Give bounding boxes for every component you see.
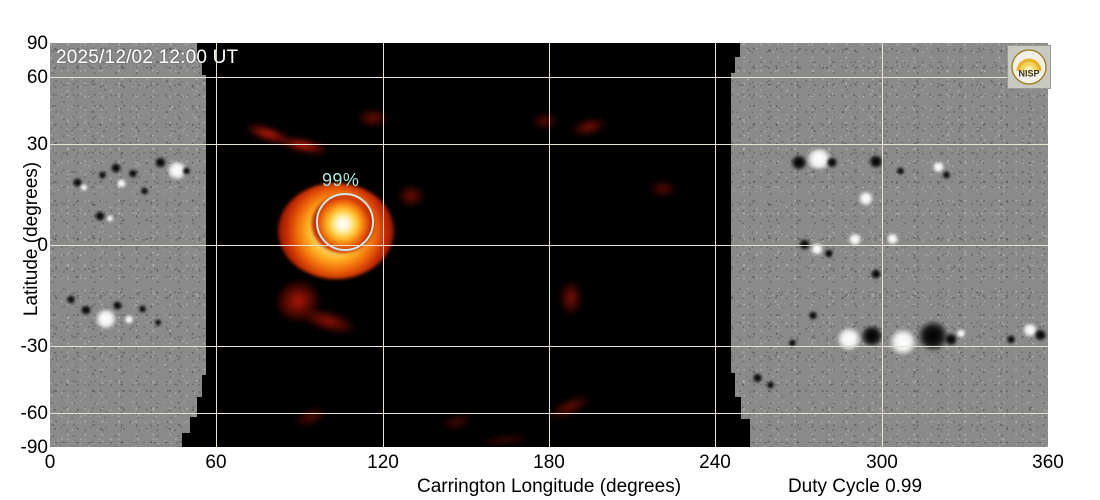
active-region-positive: [166, 161, 188, 180]
plage-feature: [532, 113, 558, 129]
x-tick-300: 300: [866, 452, 898, 473]
observation-timestamp: 2025/12/02 12:00 UT: [56, 47, 239, 68]
active-region-negative: [942, 171, 951, 179]
y-tick-0: 0: [37, 235, 48, 256]
nisp-logo: NISP: [1007, 45, 1051, 89]
plage-feature: [560, 281, 582, 315]
active-region-negative: [826, 157, 838, 168]
limb-step: [726, 419, 750, 447]
active-region-positive: [124, 315, 134, 324]
active-region-negative: [1034, 329, 1047, 341]
active-region-negative: [752, 373, 763, 383]
limb-step: [726, 373, 735, 397]
active-region-negative: [870, 269, 882, 279]
active-region-positive: [888, 329, 918, 355]
limb-step: [206, 75, 210, 375]
limb-step: [197, 397, 210, 417]
active-region-positive: [858, 191, 874, 206]
active-region-positive: [80, 184, 88, 191]
active-region-negative: [182, 167, 191, 175]
active-region-negative: [154, 319, 162, 326]
active-region-positive: [116, 179, 127, 188]
active-region-positive: [94, 309, 118, 329]
active-region-positive: [106, 215, 114, 222]
limb-step: [182, 433, 210, 447]
x-tick-60: 60: [205, 452, 227, 473]
active-region-negative: [808, 311, 818, 320]
limb-step: [202, 375, 210, 397]
x-tick-120: 120: [367, 452, 399, 473]
x-tick-360: 360: [1032, 452, 1064, 473]
active-region-negative: [128, 169, 138, 178]
active-region-negative: [798, 239, 811, 250]
limb-step: [202, 61, 210, 75]
plage-feature: [398, 185, 424, 207]
plot-area: 99%: [50, 43, 1048, 447]
active-region-negative: [154, 157, 167, 168]
nisp-sun-icon: NISP: [1011, 49, 1047, 85]
active-region-negative: [72, 178, 83, 187]
gridline-latitude-neg60: [50, 413, 1048, 414]
active-region-negative: [138, 305, 147, 313]
y-tick-neg30: -30: [20, 336, 48, 357]
limb-step: [197, 43, 210, 61]
active-region-positive: [836, 327, 862, 351]
gridline-latitude-60: [50, 77, 1048, 78]
limb-step: [726, 397, 741, 419]
active-region-negative: [896, 167, 905, 175]
nisp-logo-text: NISP: [1018, 69, 1039, 79]
active-region-negative: [790, 155, 808, 170]
y-tick-30: 30: [26, 134, 48, 155]
active-region-negative: [140, 187, 149, 195]
active-region-negative: [110, 163, 122, 173]
plage-feature: [358, 109, 388, 127]
active-region-negative: [94, 211, 106, 221]
active-region-positive: [810, 243, 824, 255]
x-tick-0: 0: [44, 452, 56, 473]
active-region-negative: [788, 339, 797, 347]
gridline-latitude-neg30: [50, 346, 1048, 347]
y-tick-90: 90: [26, 33, 48, 54]
active-region-negative: [98, 171, 107, 179]
plage-feature: [650, 181, 676, 197]
flare-region-circle: [316, 193, 374, 251]
limb-step: [726, 57, 735, 73]
active-region-negative: [824, 249, 834, 258]
active-region-positive: [886, 233, 899, 245]
limb-step: [726, 43, 740, 57]
active-region-positive: [932, 161, 945, 173]
gridline-latitude-30: [50, 144, 1048, 145]
active-region-negative: [944, 333, 958, 346]
limb-step: [726, 73, 731, 373]
y-tick-neg90: -90: [20, 437, 48, 458]
x-tick-180: 180: [533, 452, 565, 473]
limb-step: [190, 417, 210, 433]
y-tick-60: 60: [26, 67, 48, 88]
active-region-positive: [956, 329, 966, 338]
active-region-negative: [860, 325, 884, 347]
active-region-negative: [66, 295, 76, 304]
gridline-latitude-0: [50, 245, 1048, 246]
active-region-negative: [112, 301, 123, 310]
x-axis-label: Carrington Longitude (degrees): [416, 476, 682, 497]
y-tick-neg60: -60: [20, 403, 48, 424]
x-tick-240: 240: [699, 452, 731, 473]
active-region-positive: [848, 233, 862, 246]
active-region-negative: [80, 305, 92, 315]
duty-cycle-label: Duty Cycle 0.99: [787, 476, 923, 497]
flare-percentile-label: 99%: [322, 170, 360, 190]
active-region-negative: [766, 381, 775, 389]
active-region-negative: [1006, 335, 1016, 344]
y-axis-label: Latitude (degrees): [21, 161, 42, 317]
active-region-negative: [868, 155, 884, 168]
